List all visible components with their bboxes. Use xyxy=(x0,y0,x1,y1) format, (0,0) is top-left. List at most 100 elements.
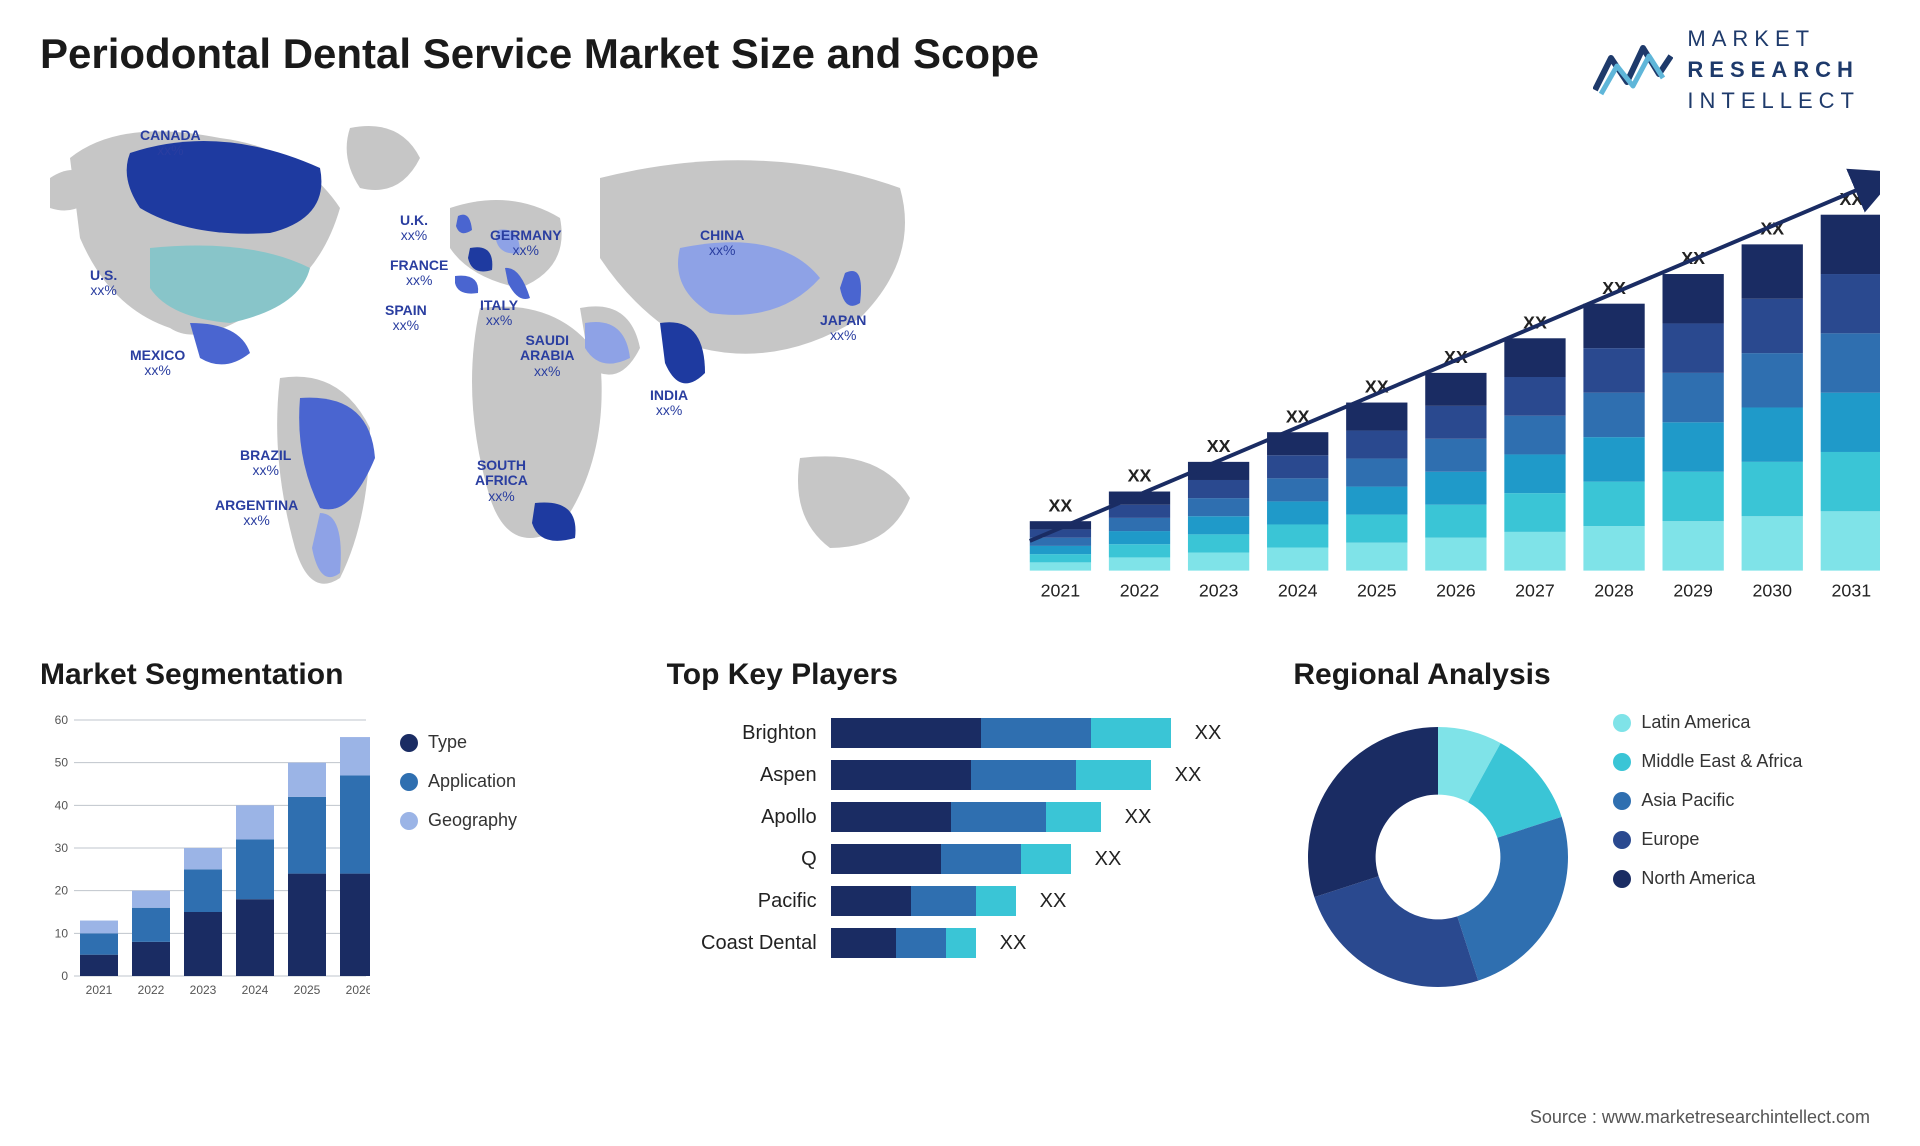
legend-dot xyxy=(1613,870,1631,888)
year-label: 2022 xyxy=(1120,580,1160,600)
map-label: CHINAxx% xyxy=(700,228,744,259)
year-label: 2021 xyxy=(1041,580,1081,600)
legend-dot xyxy=(400,812,418,830)
year-label: 2025 xyxy=(1357,580,1397,600)
player-bar-segment xyxy=(976,886,1016,916)
legend-dot xyxy=(1613,753,1631,771)
segmentation-legend: Type Application Geography xyxy=(400,712,517,1002)
brand-line2: RESEARCH xyxy=(1687,55,1860,86)
map-label: CANADAxx% xyxy=(140,128,201,159)
player-row: BrightonXX xyxy=(667,718,1254,748)
bar-value: XX xyxy=(1128,466,1152,486)
player-bar-segment xyxy=(1076,760,1151,790)
brand-icon xyxy=(1593,38,1673,102)
player-bar xyxy=(831,886,1016,916)
svg-text:10: 10 xyxy=(55,926,69,940)
bar-value: XX xyxy=(1049,495,1073,515)
player-bar-segment xyxy=(951,802,1046,832)
players-title: Top Key Players xyxy=(667,658,1254,692)
legend-label: Type xyxy=(428,732,467,753)
player-bar-segment xyxy=(831,718,981,748)
map-label: SAUDIARABIAxx% xyxy=(520,333,574,379)
bottom-row: Market Segmentation 01020304050602021202… xyxy=(40,658,1880,1002)
map-label: FRANCExx% xyxy=(390,258,448,289)
svg-text:2026: 2026 xyxy=(346,983,370,997)
world-map: CANADAxx%U.S.xx%MEXICOxx%BRAZILxx%ARGENT… xyxy=(40,98,970,628)
player-bar xyxy=(831,928,976,958)
year-label: 2031 xyxy=(1832,580,1872,600)
map-label: ARGENTINAxx% xyxy=(215,498,298,529)
player-bar-segment xyxy=(946,928,976,958)
svg-text:30: 30 xyxy=(55,841,69,855)
legend-label: Latin America xyxy=(1641,712,1750,733)
legend-item: Type xyxy=(400,732,517,753)
player-row: Coast Dental XX xyxy=(667,928,1254,958)
map-label: GERMANYxx% xyxy=(490,228,562,259)
player-bar-segment xyxy=(981,718,1091,748)
player-bar-segment xyxy=(831,886,911,916)
player-bar xyxy=(831,802,1101,832)
svg-text:2022: 2022 xyxy=(138,983,165,997)
legend-label: Application xyxy=(428,771,516,792)
year-label: 2028 xyxy=(1594,580,1634,600)
player-label: Coast Dental xyxy=(667,932,817,955)
page: Periodontal Dental Service Market Size a… xyxy=(0,0,1920,1146)
player-row: AspenXX xyxy=(667,760,1254,790)
player-row: ApolloXX xyxy=(667,802,1254,832)
player-bar-segment xyxy=(831,802,951,832)
svg-text:20: 20 xyxy=(55,884,69,898)
player-bar-segment xyxy=(1021,844,1071,874)
year-label: 2029 xyxy=(1673,580,1713,600)
source-text: Source : www.marketresearchintellect.com xyxy=(1530,1107,1870,1128)
map-label: MEXICOxx% xyxy=(130,348,185,379)
player-value: XX xyxy=(1000,932,1027,955)
players-panel: Top Key Players BrightonXXAspenXXApolloX… xyxy=(667,658,1254,1002)
legend-dot xyxy=(400,773,418,791)
svg-text:2023: 2023 xyxy=(190,983,217,997)
legend-dot xyxy=(400,734,418,752)
year-label: 2023 xyxy=(1199,580,1239,600)
legend-item: North America xyxy=(1613,868,1802,889)
brand-line1: MARKET xyxy=(1687,24,1860,55)
regional-title: Regional Analysis xyxy=(1293,658,1880,692)
segmentation-panel: Market Segmentation 01020304050602021202… xyxy=(40,658,627,1002)
legend-label: Europe xyxy=(1641,829,1699,850)
player-label: Brighton xyxy=(667,722,817,745)
player-bar-segment xyxy=(911,886,976,916)
map-label: JAPANxx% xyxy=(820,313,866,344)
legend-label: Geography xyxy=(428,810,517,831)
player-label: Apollo xyxy=(667,806,817,829)
svg-text:60: 60 xyxy=(55,713,69,727)
year-label: 2024 xyxy=(1278,580,1318,600)
legend-item: Application xyxy=(400,771,517,792)
player-value: XX xyxy=(1095,848,1122,871)
legend-label: Asia Pacific xyxy=(1641,790,1734,811)
svg-text:0: 0 xyxy=(61,969,68,983)
legend-item: Asia Pacific xyxy=(1613,790,1802,811)
map-label: U.S.xx% xyxy=(90,268,117,299)
map-label: INDIAxx% xyxy=(650,388,688,419)
legend-dot xyxy=(1613,831,1631,849)
forecast-svg: 2021XX2022XX2023XX2024XX2025XX2026XX2027… xyxy=(1010,98,1880,628)
player-label: Q xyxy=(667,848,817,871)
legend-label: North America xyxy=(1641,868,1755,889)
player-bar-segment xyxy=(1091,718,1171,748)
player-bar-segment xyxy=(941,844,1021,874)
players-chart: BrightonXXAspenXXApolloXXQXXPacificXXCoa… xyxy=(667,712,1254,958)
map-label: U.K.xx% xyxy=(400,213,428,244)
map-label: SPAINxx% xyxy=(385,303,427,334)
player-label: Aspen xyxy=(667,764,817,787)
top-row: CANADAxx%U.S.xx%MEXICOxx%BRAZILxx%ARGENT… xyxy=(40,98,1880,628)
year-label: 2027 xyxy=(1515,580,1555,600)
bar-value: XX xyxy=(1207,436,1231,456)
regional-panel: Regional Analysis Latin America Middle Ea… xyxy=(1293,658,1880,1002)
player-bar xyxy=(831,760,1151,790)
svg-text:40: 40 xyxy=(55,798,69,812)
player-value: XX xyxy=(1040,890,1067,913)
segmentation-chart: 0102030405060202120222023202420252026 xyxy=(40,712,370,1002)
svg-text:50: 50 xyxy=(55,756,69,770)
player-bar-segment xyxy=(831,844,941,874)
year-label: 2030 xyxy=(1752,580,1792,600)
legend-item: Europe xyxy=(1613,829,1802,850)
legend-item: Middle East & Africa xyxy=(1613,751,1802,772)
